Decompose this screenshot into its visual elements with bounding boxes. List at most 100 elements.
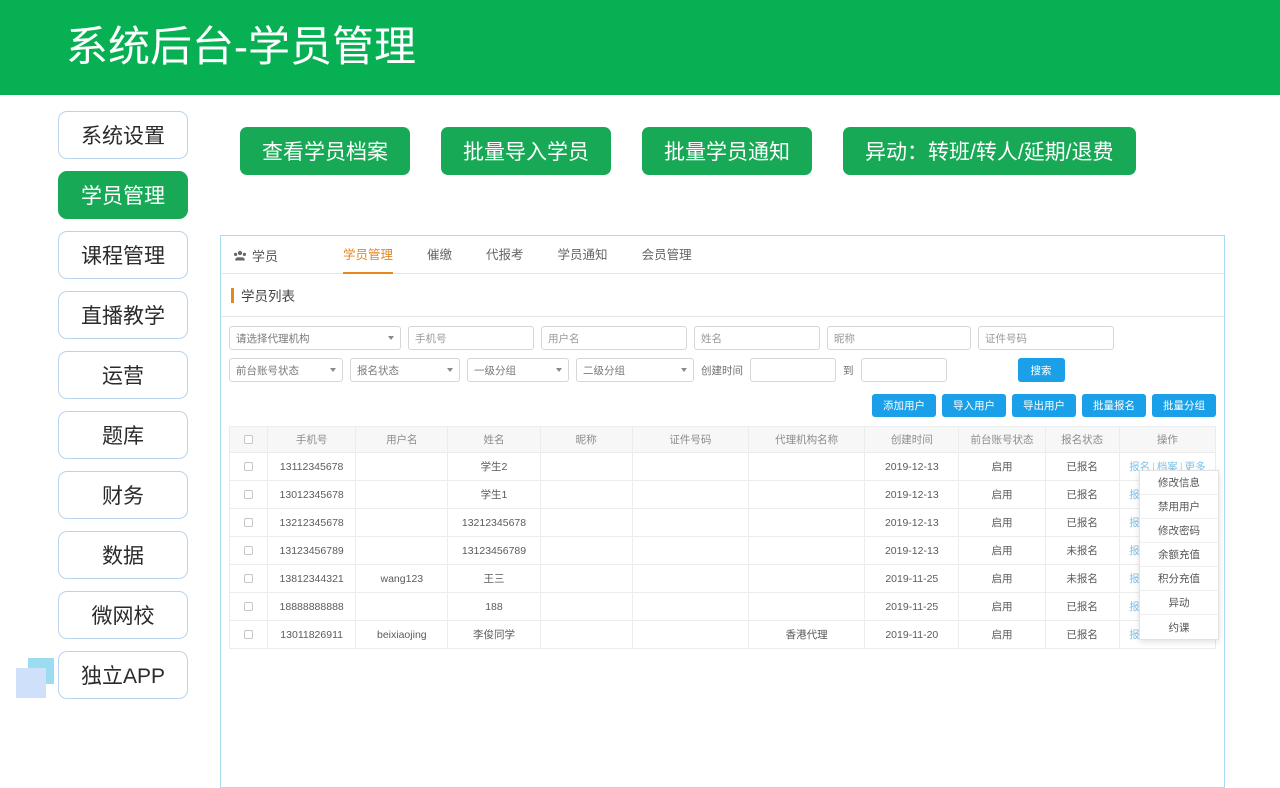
top-action-button-0[interactable]: 查看学员档案 bbox=[240, 127, 410, 175]
cell-username: beixiaojing bbox=[355, 620, 449, 649]
row-checkbox[interactable] bbox=[244, 574, 254, 584]
sidebar-item-label: 数据 bbox=[102, 545, 144, 568]
cell-nickname bbox=[539, 480, 633, 509]
table-toolbar: 添加用户 导入用户 导出用户 批量报名 批量分组 bbox=[221, 394, 1224, 426]
row-checkbox[interactable] bbox=[244, 630, 254, 640]
sidebar-item-5[interactable]: 题库 bbox=[58, 411, 188, 459]
panel-tabs: 学员管理 催缴 代报考 学员通知 会员管理 bbox=[343, 236, 692, 274]
chevron-down-icon bbox=[556, 368, 562, 372]
row-checkbox-cell[interactable] bbox=[228, 564, 269, 593]
tab-2[interactable]: 代报考 bbox=[486, 248, 524, 262]
cell-created: 2019-11-25 bbox=[864, 564, 960, 593]
row-checkbox[interactable] bbox=[244, 602, 254, 612]
filter-input-3[interactable]: 姓名 bbox=[694, 326, 820, 350]
row-checkbox[interactable] bbox=[244, 518, 254, 528]
toolbar-button-0[interactable]: 添加用户 bbox=[872, 394, 936, 417]
toolbar-button-3[interactable]: 批量报名 bbox=[1082, 394, 1146, 417]
more-menu-item-1[interactable]: 禁用用户 bbox=[1140, 495, 1218, 519]
row-checkbox-cell[interactable] bbox=[228, 480, 269, 509]
cell-username bbox=[355, 536, 449, 565]
tab-0[interactable]: 学员管理 bbox=[343, 236, 394, 274]
top-action-button-1[interactable]: 批量导入学员 bbox=[441, 127, 611, 175]
filter-select-r2-0[interactable]: 前台账号状态 bbox=[229, 358, 343, 382]
sidebar-item-9[interactable]: 独立APP bbox=[58, 651, 188, 699]
student-management-panel: 学员 学员管理 催缴 代报考 学员通知 会员管理 学员列表 请选择代理机构 手机号 用户名姓… bbox=[220, 235, 1225, 788]
row-checkbox-cell[interactable] bbox=[228, 592, 269, 621]
table-row: 13123456789131234567892019-12-13启用未报名报名|… bbox=[228, 536, 1217, 565]
more-menu-item-5[interactable]: 异动 bbox=[1140, 591, 1218, 615]
more-menu-item-4[interactable]: 积分充值 bbox=[1140, 567, 1218, 591]
filter-input-5[interactable]: 证件号码 bbox=[978, 326, 1114, 350]
column-header-nickname: 昵称 bbox=[539, 426, 633, 453]
cell-idcard bbox=[631, 536, 749, 565]
cell-nickname bbox=[539, 620, 633, 649]
more-menu-item-6[interactable]: 约课 bbox=[1168, 621, 1190, 634]
sidebar-item-label: 系统设置 bbox=[81, 125, 165, 148]
cell-acct_status: 启用 bbox=[958, 564, 1046, 593]
more-menu-item-3[interactable]: 余额充值 bbox=[1140, 543, 1218, 567]
more-menu-item-2[interactable]: 修改密码 bbox=[1140, 519, 1218, 543]
cell-username bbox=[355, 508, 449, 537]
cell-name: 13123456789 bbox=[447, 536, 541, 565]
sidebar-item-1[interactable]: 学员管理 bbox=[58, 171, 188, 219]
chevron-down-icon bbox=[447, 368, 453, 372]
filter-input-4[interactable]: 昵称 bbox=[827, 326, 971, 350]
filter-row-2: 前台账号状态 报名状态 一级分组 二级分组 创建时间 到 搜索 bbox=[229, 358, 1216, 382]
sidebar-item-7[interactable]: 数据 bbox=[58, 531, 188, 579]
table-row: 13812344321wang123王三2019-11-25启用未报名报名|档案… bbox=[228, 564, 1217, 593]
sidebar-item-2[interactable]: 课程管理 bbox=[58, 231, 188, 279]
tab-3[interactable]: 学员通知 bbox=[557, 248, 608, 262]
page-title: 系统后台-学员管理 bbox=[66, 23, 416, 70]
tab-4[interactable]: 会员管理 bbox=[641, 248, 692, 262]
sidebar-item-6[interactable]: 财务 bbox=[58, 471, 188, 519]
cell-name: 李俊同学 bbox=[447, 620, 541, 649]
row-checkbox[interactable] bbox=[244, 462, 254, 472]
table-header-row: 手机号 用户名 姓名 昵称 证件号码 代理机构名称 创建时间 前台账号状态 报名状态 操作 bbox=[228, 426, 1217, 453]
top-action-button-2[interactable]: 批量学员通知 bbox=[642, 127, 812, 175]
filter-input-1[interactable]: 手机号 bbox=[408, 326, 534, 350]
row-checkbox[interactable] bbox=[244, 490, 254, 500]
row-checkbox-cell[interactable] bbox=[228, 452, 269, 481]
column-header-acct_status: 前台账号状态 bbox=[958, 426, 1046, 453]
sidebar-item-8[interactable]: 微网校 bbox=[58, 591, 188, 639]
cell-agency bbox=[747, 564, 866, 593]
column-header-enroll_status: 报名状态 bbox=[1044, 426, 1120, 453]
sidebar-item-3[interactable]: 直播教学 bbox=[58, 291, 188, 339]
row-checkbox-cell[interactable] bbox=[228, 508, 269, 537]
cell-name: 188 bbox=[447, 592, 541, 621]
more-menu-item-0[interactable]: 修改信息 bbox=[1140, 471, 1218, 495]
toolbar-button-2[interactable]: 导出用户 bbox=[1012, 394, 1076, 417]
sidebar-item-4[interactable]: 运营 bbox=[58, 351, 188, 399]
row-checkbox[interactable] bbox=[244, 546, 254, 556]
filter-select-0[interactable]: 请选择代理机构 bbox=[229, 326, 401, 350]
sidebar-item-0[interactable]: 系统设置 bbox=[58, 111, 188, 159]
tab-1[interactable]: 催缴 bbox=[427, 248, 453, 262]
cell-phone: 13011826911 bbox=[267, 620, 357, 649]
row-checkbox-cell[interactable] bbox=[228, 536, 269, 565]
cell-idcard bbox=[631, 564, 749, 593]
cell-acct_status: 启用 bbox=[958, 508, 1046, 537]
cell-acct_status: 启用 bbox=[958, 620, 1046, 649]
filter-input-text: 手机号 bbox=[415, 332, 447, 345]
date-from-input[interactable] bbox=[750, 358, 836, 382]
date-to-input[interactable] bbox=[860, 358, 947, 382]
sidebar-item-label: 学员管理 bbox=[81, 185, 165, 208]
filter-select-r2-1[interactable]: 报名状态 bbox=[350, 358, 460, 382]
toolbar-button-1[interactable]: 导入用户 bbox=[942, 394, 1006, 417]
filter-select-r2-3[interactable]: 二级分组 bbox=[576, 358, 694, 382]
cell-enroll_status: 已报名 bbox=[1044, 620, 1120, 649]
filter-input-2[interactable]: 用户名 bbox=[541, 326, 687, 350]
cell-created: 2019-11-20 bbox=[864, 620, 960, 649]
column-header-agency: 代理机构名称 bbox=[747, 426, 866, 453]
more-actions-menu[interactable]: 修改信息 禁用用户 修改密码 余额充值 积分充值 异动约课 bbox=[1139, 470, 1219, 640]
column-header-check[interactable] bbox=[228, 426, 269, 453]
toolbar-button-4[interactable]: 批量分组 bbox=[1152, 394, 1216, 417]
row-checkbox-cell[interactable] bbox=[228, 620, 269, 649]
filter-select-r2-2[interactable]: 一级分组 bbox=[467, 358, 569, 382]
select-all-checkbox[interactable] bbox=[244, 435, 254, 445]
cell-name: 13212345678 bbox=[447, 508, 541, 537]
date-separator-label: 到 bbox=[843, 364, 854, 377]
search-button[interactable]: 搜索 bbox=[1017, 358, 1065, 382]
top-action-button-3[interactable]: 异动：转班/转人/延期/退费 bbox=[843, 127, 1136, 175]
